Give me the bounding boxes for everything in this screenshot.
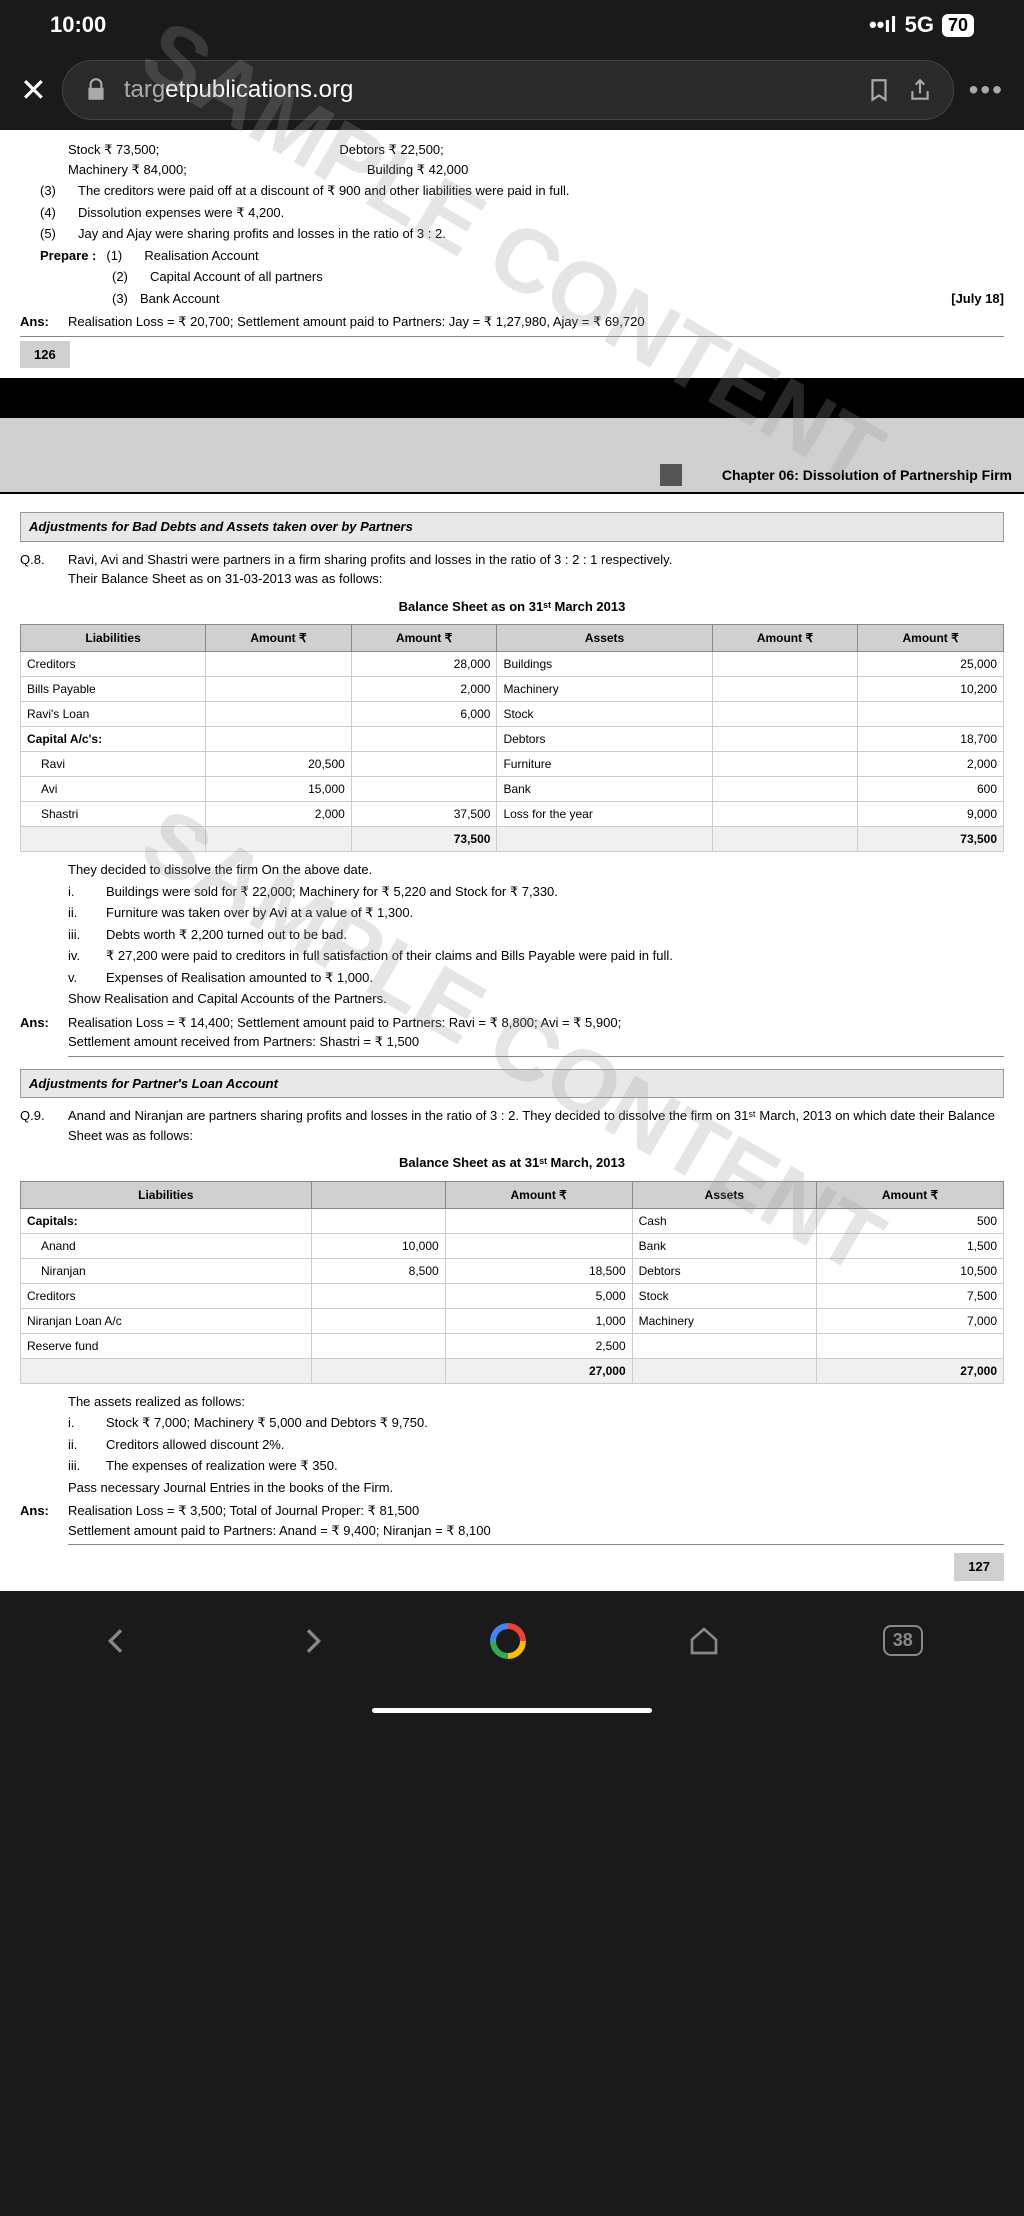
table-title: Balance Sheet as on 31ˢᵗ March 2013	[20, 597, 1004, 617]
after-text: The assets realized as follows:	[68, 1392, 1004, 1412]
asset-list-row: Machinery ₹ 84,000;Building ₹ 42,000	[68, 160, 1004, 180]
chapter-header: Chapter 06: Dissolution of Partnership F…	[0, 458, 1024, 494]
question-row: Q.8. Ravi, Avi and Shastri were partners…	[20, 550, 1004, 589]
page-gap	[0, 378, 1024, 418]
table-title: Balance Sheet as at 31ˢᵗ March, 2013	[20, 1153, 1004, 1173]
share-icon[interactable]	[907, 77, 933, 103]
home-indicator	[0, 1691, 1024, 1731]
balance-sheet-table: LiabilitiesAmount ₹ AssetsAmount ₹ Capit…	[20, 1181, 1004, 1384]
browser-toolbar: ✕ targetpublications.org •••	[0, 50, 1024, 130]
point-row: (4)Dissolution expenses were ₹ 4,200.	[40, 203, 1004, 223]
section-title: Adjustments for Bad Debts and Assets tak…	[20, 512, 1004, 542]
bookmark-icon[interactable]	[866, 77, 892, 103]
adjustment-list: i.Stock ₹ 7,000; Machinery ₹ 5,000 and D…	[68, 1413, 1004, 1476]
q8-content: Adjustments for Bad Debts and Assets tak…	[0, 494, 1024, 1591]
point-row: (5)Jay and Ajay were sharing profits and…	[40, 224, 1004, 244]
answer-row: Ans: Realisation Loss = ₹ 3,500; Total o…	[20, 1501, 1004, 1549]
url-text: targetpublications.org	[124, 76, 851, 104]
asset-list-row: Stock ₹ 73,500;Debtors ₹ 22,500;	[68, 140, 1004, 160]
logo-icon	[660, 464, 682, 486]
url-bar[interactable]: targetpublications.org	[62, 60, 954, 120]
google-icon[interactable]	[490, 1623, 526, 1659]
home-icon[interactable]	[688, 1625, 720, 1657]
more-icon[interactable]: •••	[969, 74, 1004, 106]
battery-icon: 70	[942, 14, 974, 37]
answer-row: Ans: Realisation Loss = ₹ 20,700; Settle…	[20, 312, 1004, 337]
signal-icon: ••ıl	[869, 12, 897, 38]
gray-band	[0, 418, 1024, 458]
forward-icon[interactable]	[296, 1625, 328, 1657]
page-number: 127	[20, 1553, 1004, 1581]
page-number: 126	[20, 341, 1004, 369]
balance-sheet-table: LiabilitiesAmount ₹Amount ₹ AssetsAmount…	[20, 624, 1004, 852]
answer-row: Ans: Realisation Loss = ₹ 14,400; Settle…	[20, 1013, 1004, 1061]
status-right: ••ıl 5G 70	[869, 12, 974, 38]
close-icon[interactable]: ✕	[20, 71, 47, 109]
prepare-block: Prepare :(1)Realisation Account (2)Capit…	[40, 246, 1004, 309]
pass-text: Pass necessary Journal Entries in the bo…	[68, 1478, 1004, 1498]
point-row: (3)The creditors were paid off at a disc…	[40, 181, 1004, 201]
status-bar: 10:00 ••ıl 5G 70	[0, 0, 1024, 50]
time: 10:00	[50, 12, 106, 38]
adjustment-list: i.Buildings were sold for ₹ 22,000; Mach…	[68, 882, 1004, 988]
network-label: 5G	[905, 12, 934, 38]
page-126-content: Stock ₹ 73,500;Debtors ₹ 22,500; Machine…	[0, 130, 1024, 378]
tabs-button[interactable]: 38	[883, 1625, 923, 1656]
lock-icon	[83, 77, 109, 103]
back-icon[interactable]	[101, 1625, 133, 1657]
document-page: Stock ₹ 73,500;Debtors ₹ 22,500; Machine…	[0, 130, 1024, 1591]
show-text: Show Realisation and Capital Accounts of…	[68, 989, 1004, 1009]
bottom-toolbar: 38	[0, 1591, 1024, 1691]
section-title: Adjustments for Partner's Loan Account	[20, 1069, 1004, 1099]
after-text: They decided to dissolve the firm On the…	[68, 860, 1004, 880]
question-row: Q.9. Anand and Niranjan are partners sha…	[20, 1106, 1004, 1145]
